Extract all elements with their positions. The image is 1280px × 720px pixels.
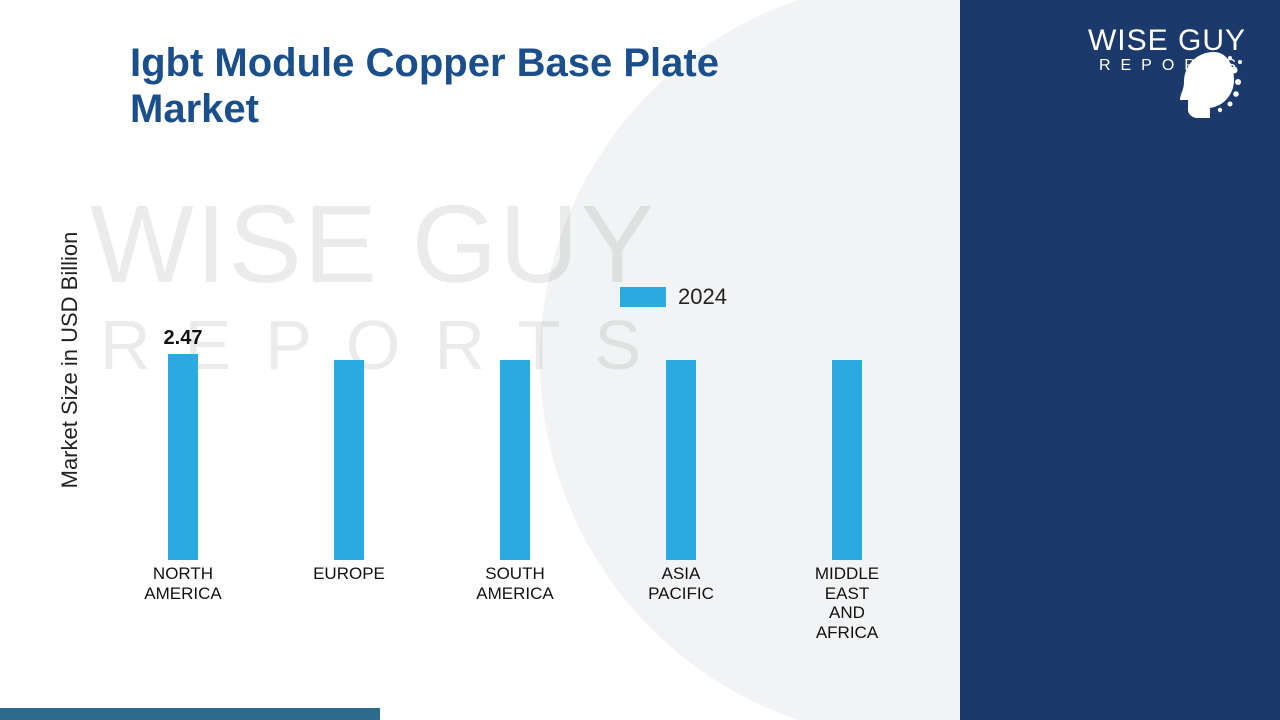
x-axis-label: ASIA PACIFIC <box>606 564 756 642</box>
legend-swatch <box>620 287 666 307</box>
head-icon <box>1176 48 1246 120</box>
bar <box>334 360 364 560</box>
bar-group: 2.47 <box>108 354 258 560</box>
bar-value-label: 2.47 <box>164 327 203 350</box>
bar <box>832 360 862 560</box>
x-axis-labels: NORTH AMERICAEUROPESOUTH AMERICAASIA PAC… <box>100 564 930 642</box>
brand-logo: WISE GUY REPORTS <box>1088 26 1246 74</box>
bars-container: 2.47 <box>100 310 930 560</box>
x-axis-label: EUROPE <box>274 564 424 642</box>
chart-title: Igbt Module Copper Base Plate Market <box>130 40 750 132</box>
bar-group <box>274 360 424 560</box>
plot-area: 2.47 <box>100 310 930 560</box>
x-axis-label: SOUTH AMERICA <box>440 564 590 642</box>
x-axis-label: MIDDLE EAST AND AFRICA <box>772 564 922 642</box>
legend: 2024 <box>620 284 727 310</box>
bar-group <box>606 360 756 560</box>
bar <box>168 354 198 560</box>
chart-stage: WISE GUY REPORTS Igbt Module Copper Base… <box>0 0 1280 720</box>
bar <box>666 360 696 560</box>
x-axis-label: NORTH AMERICA <box>108 564 258 642</box>
bar-group <box>772 360 922 560</box>
legend-label: 2024 <box>678 284 727 310</box>
bottom-accent-bar <box>0 708 380 720</box>
bar <box>500 360 530 560</box>
bar-group <box>440 360 590 560</box>
y-axis-label: Market Size in USD Billion <box>57 232 83 489</box>
